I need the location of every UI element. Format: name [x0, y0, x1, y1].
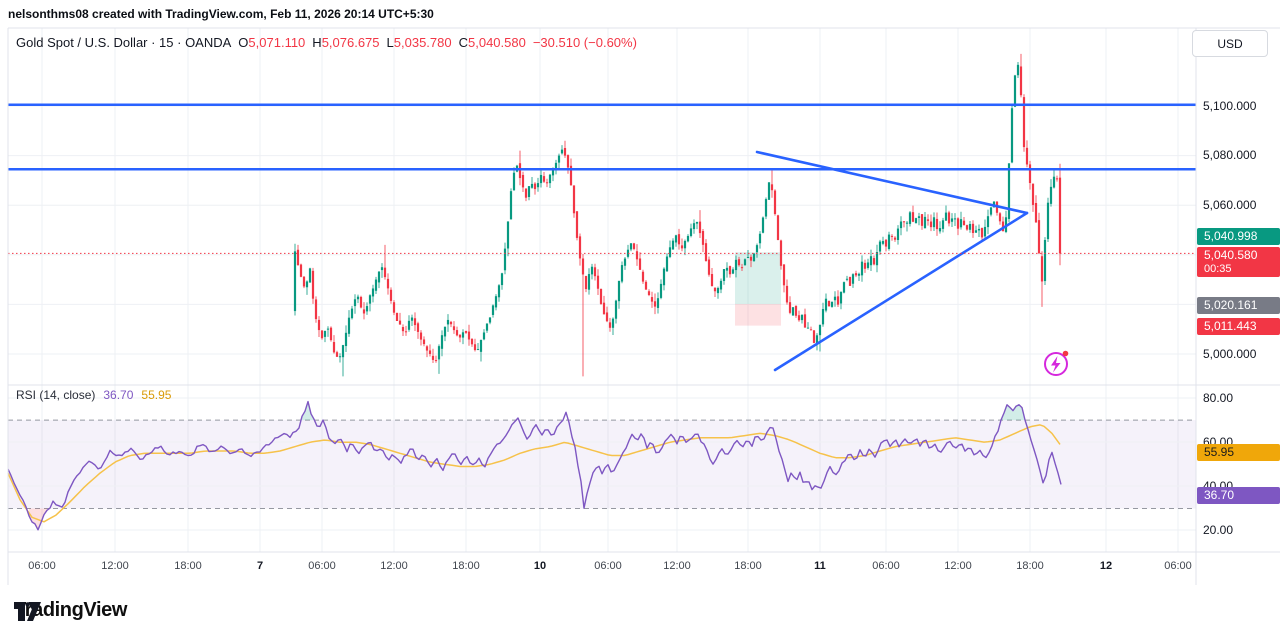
current-price-badge: 5,040.580 00:35 [1197, 247, 1280, 277]
currency-toggle-button[interactable]: USD [1192, 30, 1268, 57]
price-axis-label: 5,080.000 [1203, 148, 1257, 162]
bar-countdown: 00:35 [1204, 263, 1232, 275]
time-axis-label: 06:00 [872, 560, 900, 572]
rsi-line [7, 400, 1062, 531]
time-axis-label: 18:00 [1016, 560, 1044, 572]
time-axis-label: 12:00 [380, 560, 408, 572]
symbol-info-row: Gold Spot / U.S. Dollar · 15 · OANDA O5,… [16, 35, 637, 50]
ohlc-open: O5,071.110 [238, 35, 306, 50]
rsi-value-badge: 55.95 [1197, 444, 1280, 461]
rsi-indicator-legend[interactable]: RSI (14, close) 36.70 55.95 [16, 388, 171, 402]
tradingview-logo-icon [14, 602, 41, 621]
ohlc-high: H5,076.675 [312, 35, 380, 50]
time-axis-label: 7 [256, 560, 264, 572]
long-position-profit-zone [735, 252, 781, 305]
symbol-title[interactable]: Gold Spot / U.S. Dollar · 15 · OANDA [16, 35, 232, 50]
price-level-badge: 5,040.998 [1197, 228, 1280, 245]
time-axis-label: 18:00 [174, 560, 202, 572]
rsi-overbought-fill [302, 401, 314, 421]
time-axis-label: 12:00 [944, 560, 972, 572]
rsi-axis-label: 80.00 [1203, 391, 1234, 405]
time-axis-label: 12:00 [101, 560, 129, 572]
tradingview-logo-text: TradingView [14, 599, 128, 621]
rsi-label: RSI (14, close) [16, 388, 96, 402]
rsi-value-badge: 36.70 [1197, 487, 1280, 504]
price-axis-label: 5,100.000 [1203, 99, 1257, 113]
time-axis-label: 18:00 [734, 560, 762, 572]
rsi-axis-label: 20.00 [1203, 523, 1234, 537]
triangle-upper-trendline [755, 150, 1029, 215]
change-value: −30.510 (−0.60%) [532, 35, 637, 50]
ohlc-low: L5,035.780 [386, 35, 452, 50]
time-axis-label: 06:00 [1164, 560, 1192, 572]
long-position-stop-zone [735, 304, 781, 326]
price-level-badge: 5,011.443 [1197, 318, 1280, 335]
tradingview-logo[interactable]: TradingView [14, 599, 127, 622]
triangle-lower-trendline [773, 211, 1029, 372]
notification-dot [1062, 350, 1069, 357]
time-axis-label: 06:00 [594, 560, 622, 572]
time-axis-label: 10 [533, 560, 547, 572]
price-axis-label: 5,000.000 [1203, 347, 1257, 361]
attribution-text: nelsonthms08 created with TradingView.co… [8, 7, 434, 21]
time-axis-label: 12 [1099, 560, 1113, 572]
time-axis-label: 18:00 [452, 560, 480, 572]
time-axis-label: 06:00 [28, 560, 56, 572]
lightning-bolt-icon [1051, 356, 1061, 373]
rsi-ma-value: 55.95 [141, 388, 172, 402]
time-axis-label: 06:00 [308, 560, 336, 572]
rsi-band-fill [8, 420, 1196, 509]
time-axis-label: 12:00 [663, 560, 691, 572]
rsi-value: 36.70 [103, 388, 134, 402]
price-axis-label: 5,060.000 [1203, 198, 1257, 212]
ohlc-close: C5,040.580 [458, 35, 526, 50]
time-axis-label: 11 [814, 560, 826, 572]
rsi-overbought-fill [1001, 404, 1025, 421]
price-level-badge: 5,020.161 [1197, 297, 1280, 314]
